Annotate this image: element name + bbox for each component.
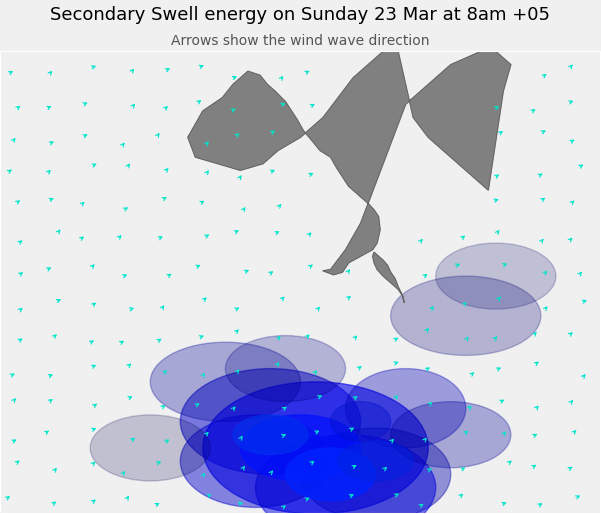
Ellipse shape: [285, 448, 376, 501]
Ellipse shape: [391, 276, 541, 355]
Bar: [0, 51, 601, 514]
Ellipse shape: [338, 442, 413, 481]
Ellipse shape: [180, 415, 331, 507]
Text: Secondary Swell energy on Sunday 23 Mar at 8am +05: Secondary Swell energy on Sunday 23 Mar …: [50, 6, 551, 25]
Ellipse shape: [225, 336, 346, 401]
Ellipse shape: [436, 243, 556, 309]
Text: Arrows show the wind wave direction: Arrows show the wind wave direction: [171, 34, 430, 48]
Ellipse shape: [150, 342, 300, 421]
Ellipse shape: [300, 428, 451, 514]
Polygon shape: [373, 252, 404, 303]
Ellipse shape: [180, 369, 361, 474]
Ellipse shape: [240, 415, 361, 481]
Ellipse shape: [346, 369, 466, 448]
Ellipse shape: [255, 435, 436, 514]
Ellipse shape: [90, 415, 210, 481]
Polygon shape: [188, 51, 511, 275]
Ellipse shape: [203, 382, 429, 514]
Ellipse shape: [391, 401, 511, 468]
Ellipse shape: [233, 415, 308, 454]
Ellipse shape: [331, 401, 391, 442]
